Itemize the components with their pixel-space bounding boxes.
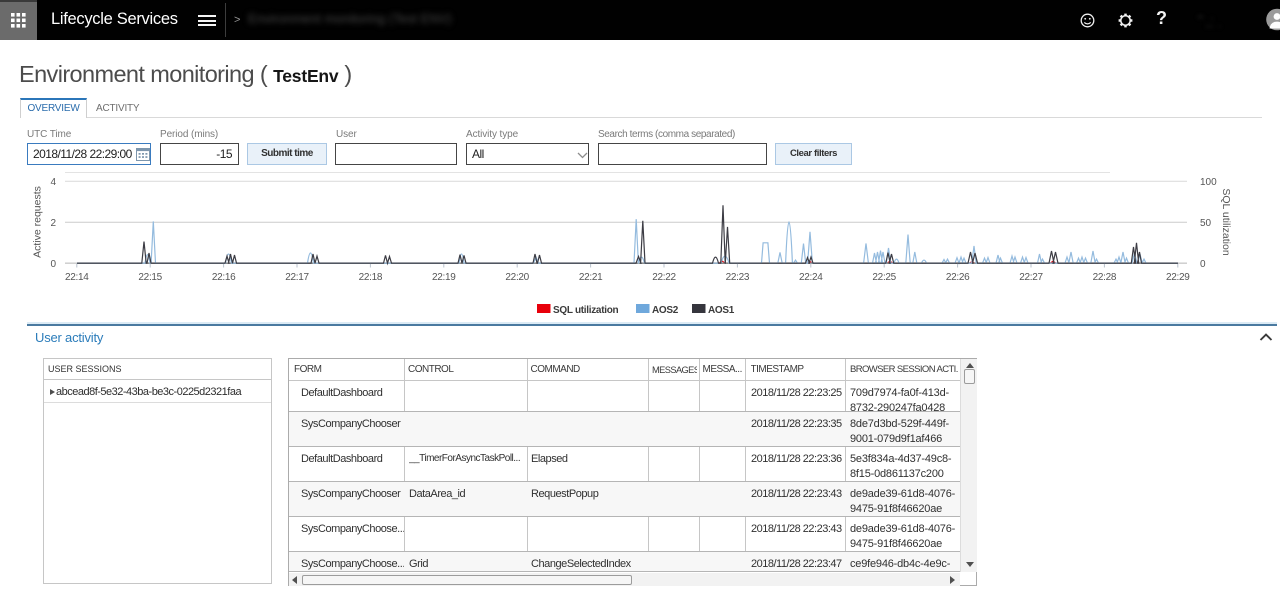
svg-text:22:14: 22:14 bbox=[65, 272, 89, 283]
svg-text:22:22: 22:22 bbox=[652, 272, 676, 283]
svg-text:22:27: 22:27 bbox=[1019, 272, 1043, 283]
svg-text:22:25: 22:25 bbox=[872, 272, 896, 283]
svg-text:0: 0 bbox=[1200, 259, 1206, 270]
svg-text:22:28: 22:28 bbox=[1093, 272, 1117, 283]
svg-text:Active requests: Active requests bbox=[32, 186, 44, 258]
svg-text:22:17: 22:17 bbox=[285, 272, 309, 283]
svg-text:22:16: 22:16 bbox=[212, 272, 236, 283]
svg-text:SQL utilization: SQL utilization bbox=[1220, 188, 1232, 255]
svg-text:22:21: 22:21 bbox=[579, 272, 603, 283]
svg-text:4: 4 bbox=[50, 177, 56, 188]
svg-text:22:15: 22:15 bbox=[138, 272, 162, 283]
svg-text:AOS1: AOS1 bbox=[708, 305, 735, 316]
svg-text:22:19: 22:19 bbox=[432, 272, 456, 283]
svg-text:22:26: 22:26 bbox=[946, 272, 970, 283]
svg-text:22:20: 22:20 bbox=[505, 272, 529, 283]
svg-text:22:24: 22:24 bbox=[799, 272, 823, 283]
svg-text:100: 100 bbox=[1200, 177, 1217, 188]
svg-text:0: 0 bbox=[50, 259, 56, 270]
svg-text:50: 50 bbox=[1200, 218, 1212, 229]
svg-text:2: 2 bbox=[50, 218, 56, 229]
svg-text:SQL utilization: SQL utilization bbox=[553, 305, 619, 316]
svg-text:22:29: 22:29 bbox=[1166, 272, 1190, 283]
svg-text:22:18: 22:18 bbox=[359, 272, 383, 283]
svg-text:22:23: 22:23 bbox=[726, 272, 750, 283]
svg-text:AOS2: AOS2 bbox=[652, 305, 679, 316]
